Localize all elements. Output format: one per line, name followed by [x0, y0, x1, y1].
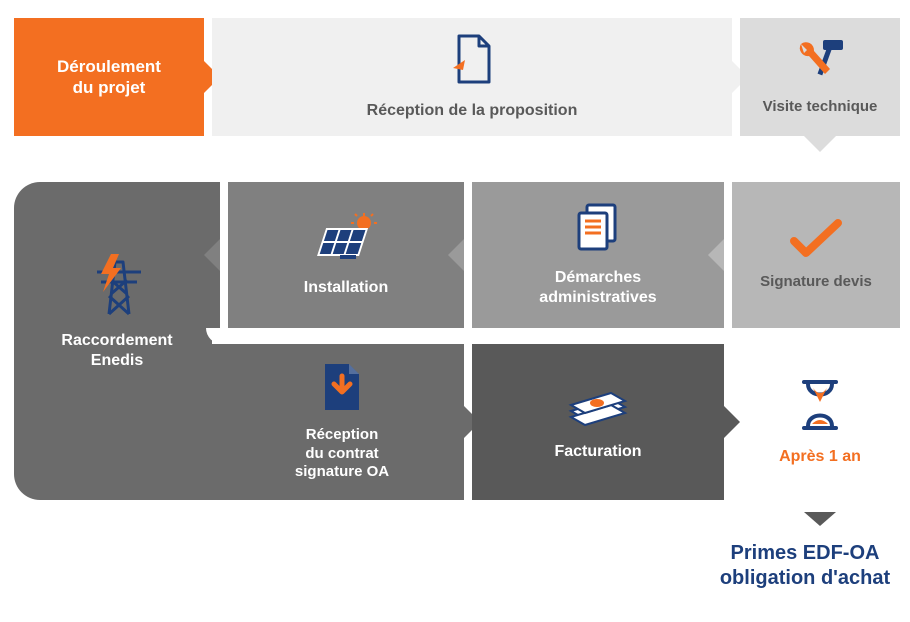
- step-enedis: Raccordement Enedis: [14, 182, 220, 500]
- arrow-left-3: [204, 239, 220, 271]
- step-facturation-label: Facturation: [554, 442, 641, 462]
- arrow-right-4: [724, 406, 740, 438]
- hourglass-icon: [800, 378, 840, 437]
- final-text-label: Primes EDF-OA obligation d'achat: [720, 541, 890, 591]
- step-visite: Visite technique: [740, 18, 900, 136]
- arrow-down-final: [804, 512, 836, 526]
- step-enedis-label: Raccordement Enedis: [61, 331, 172, 371]
- arrow-left-2: [448, 239, 464, 271]
- step-visite-label: Visite technique: [763, 98, 878, 117]
- step-apres: Après 1 an: [740, 344, 900, 500]
- step-signature-label: Signature devis: [760, 273, 872, 292]
- step-apres-label: Après 1 an: [779, 447, 861, 467]
- forms-icon: [573, 203, 623, 258]
- process-flow-diagram: Déroulement du projet Réception de la pr…: [0, 0, 910, 622]
- step-proposition-label: Réception de la proposition: [367, 101, 578, 121]
- step-signature: Signature devis: [732, 182, 900, 328]
- step-proposition: Réception de la proposition: [212, 18, 732, 136]
- solar-panel-icon: [314, 213, 378, 268]
- money-stack-icon: [567, 383, 629, 432]
- step-installation-label: Installation: [304, 278, 388, 298]
- arrow-left-1: [708, 239, 724, 271]
- step-contrat: Réception du contrat signature OA: [220, 344, 464, 500]
- step-demarches: Démarches administratives: [472, 182, 724, 328]
- arrow-down-1: [804, 136, 836, 152]
- step-contrat-label: Réception du contrat signature OA: [295, 426, 389, 482]
- tools-icon: [793, 38, 847, 88]
- step-demarches-label: Démarches administratives: [539, 268, 656, 308]
- step-installation: Installation: [228, 182, 464, 328]
- step-title: Déroulement du projet: [14, 18, 204, 136]
- connector-bridge-1: [640, 136, 732, 182]
- check-icon: [790, 219, 842, 263]
- step-facturation: Facturation: [472, 344, 724, 500]
- document-icon: [449, 34, 495, 91]
- step-title-label: Déroulement du projet: [57, 56, 161, 99]
- pylon-icon: [89, 252, 145, 321]
- connector-bridge-2: [212, 328, 732, 344]
- final-text: Primes EDF-OA obligation d'achat: [700, 536, 910, 596]
- contract-download-icon: [321, 362, 363, 416]
